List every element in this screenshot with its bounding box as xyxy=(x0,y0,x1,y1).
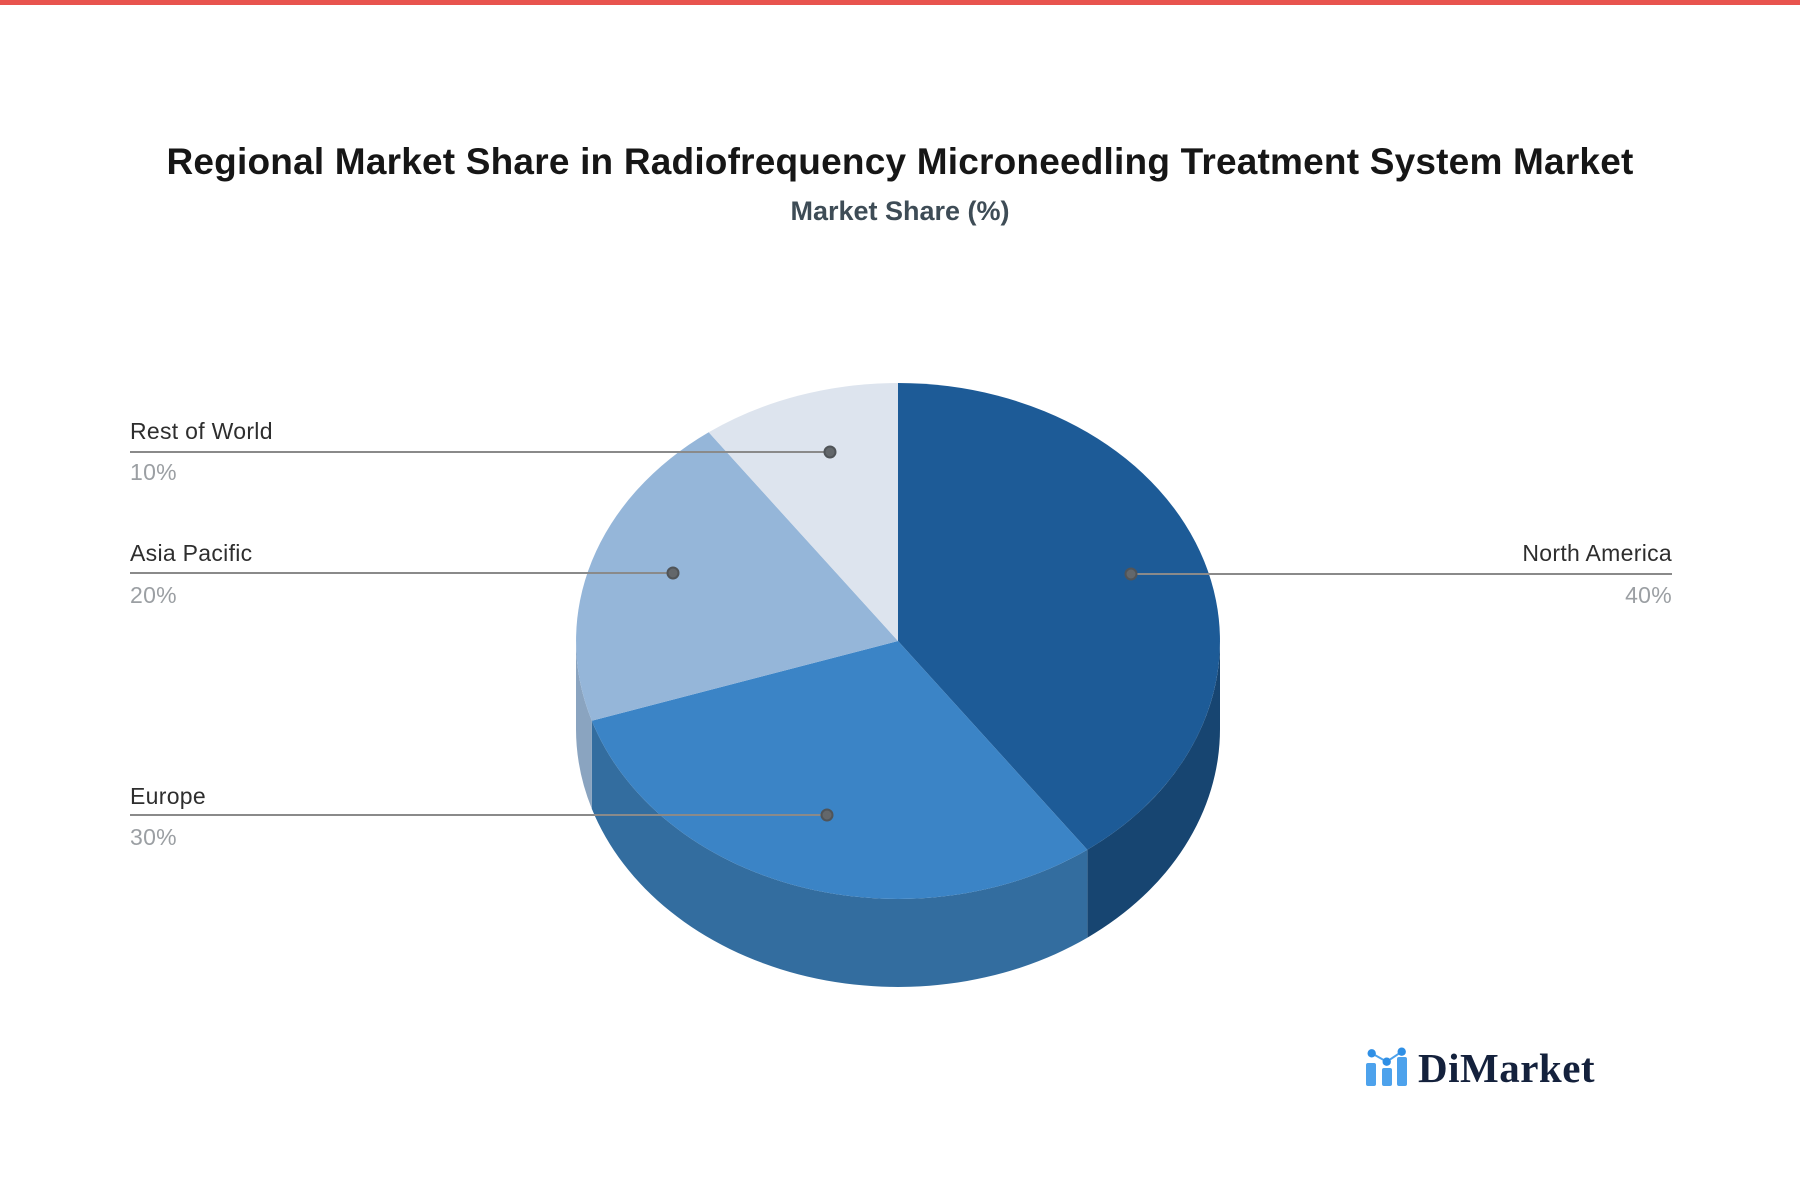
chart-subtitle: Market Share (%) xyxy=(790,196,1010,226)
leader-line-rest-of-world xyxy=(130,451,830,453)
pie-slice-europe-side[interactable] xyxy=(591,720,1088,987)
leader-dot-north-america xyxy=(1124,567,1138,581)
dimarket-logo-text: DiMarket xyxy=(1418,1045,1596,1091)
leader-line-north-america xyxy=(1131,573,1672,575)
slice-callout-value-asia-pacific: 20% xyxy=(130,582,177,608)
dimarket-logo-icon xyxy=(1366,1047,1407,1086)
leader-line-asia-pacific xyxy=(130,572,673,574)
slice-callout-label-north-america: North America xyxy=(1522,540,1672,566)
leader-dot-asia-pacific xyxy=(666,566,680,580)
top-edge-strip xyxy=(0,0,1800,5)
leader-dot-europe xyxy=(820,808,834,822)
pie-slice-north-america-side[interactable] xyxy=(1087,641,1220,938)
slice-callout-label-rest-of-world: Rest of World xyxy=(130,418,273,444)
pie-slice-europe[interactable] xyxy=(591,641,1088,899)
leader-line-europe xyxy=(130,814,827,816)
pie-slice-rest-of-world[interactable] xyxy=(708,383,898,641)
slice-callout-label-europe: Europe xyxy=(130,783,206,809)
slice-callout-value-rest-of-world: 10% xyxy=(130,459,177,485)
pie-slice-asia-pacific[interactable] xyxy=(576,432,898,721)
pie-slice-asia-pacific-side[interactable] xyxy=(576,641,592,809)
leader-dot-rest-of-world xyxy=(823,445,837,459)
slice-callout-value-north-america: 40% xyxy=(1625,582,1672,608)
slice-callout-label-asia-pacific: Asia Pacific xyxy=(130,540,253,566)
chart-title: Regional Market Share in Radiofrequency … xyxy=(166,141,1634,182)
dimarket-logo: DiMarket xyxy=(1358,1040,1678,1100)
pie-slice-north-america[interactable] xyxy=(898,383,1220,850)
slice-callout-value-europe: 30% xyxy=(130,824,177,850)
